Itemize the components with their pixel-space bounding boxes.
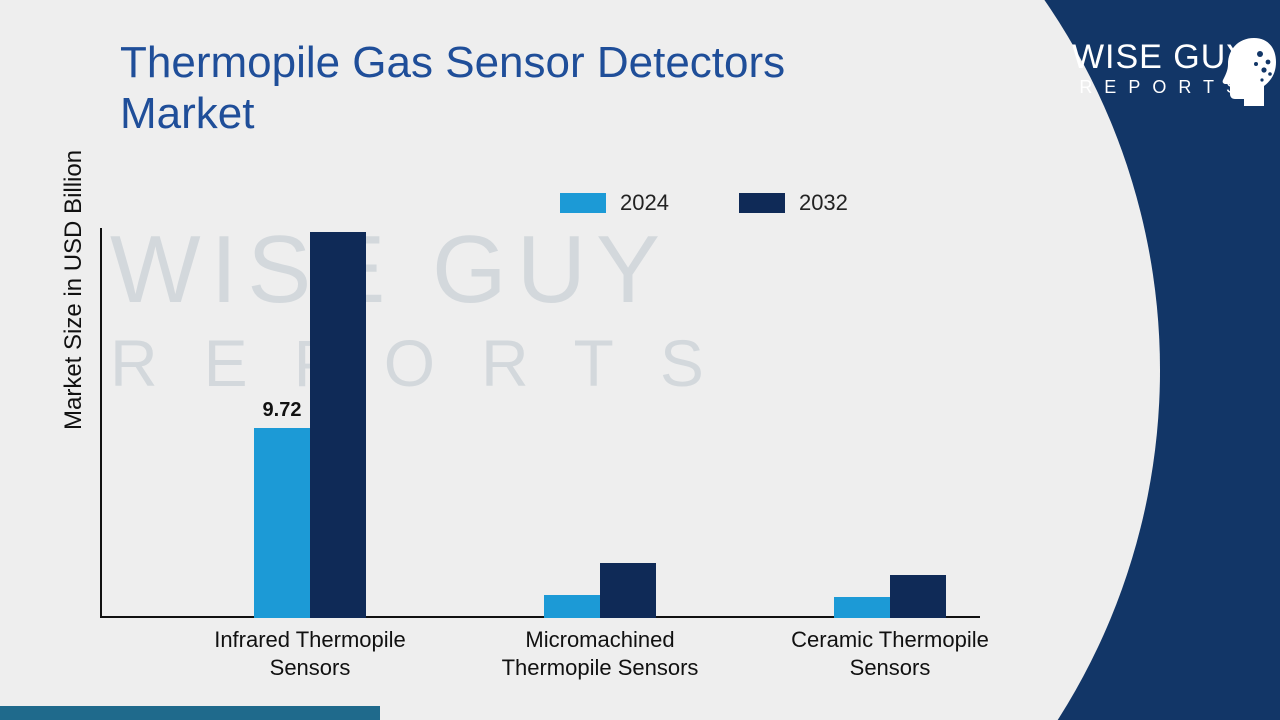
legend-swatch-2024: [560, 193, 606, 213]
bar: [310, 232, 366, 618]
bar: [834, 597, 890, 618]
brand-logo: WISE GUY REPORTS: [1072, 40, 1250, 96]
bar: [544, 595, 600, 618]
y-axis-label: Market Size in USD Billion: [60, 150, 88, 430]
bar: [254, 428, 310, 618]
bar: [890, 575, 946, 618]
bottom-accent-bar: [0, 706, 380, 720]
legend-label-2032: 2032: [799, 190, 848, 216]
bar-group: Infrared Thermopile Sensors: [200, 232, 420, 618]
brand-line2: REPORTS: [1072, 78, 1250, 96]
legend-swatch-2032: [739, 193, 785, 213]
bar-value-label: 9.72: [263, 399, 302, 422]
y-axis-line: [100, 228, 102, 618]
legend-item-2024: 2024: [560, 190, 669, 216]
legend: 2024 2032: [560, 190, 848, 216]
category-label: Ceramic Thermopile Sensors: [780, 626, 1000, 681]
category-label: Infrared Thermopile Sensors: [200, 626, 420, 681]
category-label: Micromachined Thermopile Sensors: [490, 626, 710, 681]
legend-label-2024: 2024: [620, 190, 669, 216]
bar-group: Ceramic Thermopile Sensors: [780, 575, 1000, 618]
chart-stage: WISE GUY REPORTS Thermopile Gas Sensor D…: [0, 0, 1280, 720]
bar-group: Micromachined Thermopile Sensors: [490, 563, 710, 618]
chart-title: Thermopile Gas Sensor Detectors Market: [120, 38, 840, 139]
brand-line1: WISE GUY: [1072, 40, 1250, 74]
legend-item-2032: 2032: [739, 190, 848, 216]
plot-area: Infrared Thermopile Sensors Micromachined…: [100, 228, 980, 618]
bar: [600, 563, 656, 618]
